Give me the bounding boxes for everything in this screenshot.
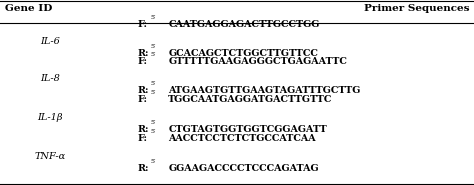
Text: GGAAGACCCCTCCCAGATAG: GGAAGACCCCTCCCAGATAG xyxy=(168,164,319,173)
Text: GCACAGCTCTGGCTTGTTCC: GCACAGCTCTGGCTTGTTCC xyxy=(168,49,318,58)
Text: GTTTTTGAAGAGGGCTGAGAATTC: GTTTTTGAAGAGGGCTGAGAATTC xyxy=(168,57,347,65)
Text: F:: F: xyxy=(137,95,147,104)
Text: 5′: 5′ xyxy=(150,129,155,134)
Text: 5′: 5′ xyxy=(150,120,155,125)
Text: IL-6: IL-6 xyxy=(40,37,60,46)
Text: Gene ID: Gene ID xyxy=(5,4,52,13)
Text: CTGTAGTGGTGGTCGGAGATT: CTGTAGTGGTGGTCGGAGATT xyxy=(168,125,327,134)
Text: R:: R: xyxy=(137,164,149,173)
Text: R:: R: xyxy=(137,125,149,134)
Text: 5′: 5′ xyxy=(150,90,155,95)
Text: 5′: 5′ xyxy=(150,14,155,20)
Text: CAATGAGGAGACTTGCCTGG: CAATGAGGAGACTTGCCTGG xyxy=(168,20,319,28)
Text: Primer Sequences: Primer Sequences xyxy=(364,4,469,13)
Text: R:: R: xyxy=(137,49,149,58)
Text: 5′: 5′ xyxy=(150,44,155,49)
Text: 5′: 5′ xyxy=(150,81,155,86)
Text: IL-8: IL-8 xyxy=(40,74,60,83)
Text: R:: R: xyxy=(137,86,149,95)
Text: ATGAAGTGTTGAAGTAGATTTGCTTG: ATGAAGTGTTGAAGTAGATTTGCTTG xyxy=(168,86,361,95)
Text: AACCTCCTCTCTGCCATCAA: AACCTCCTCTCTGCCATCAA xyxy=(168,134,316,143)
Text: IL-1β: IL-1β xyxy=(37,113,63,122)
Text: 5′: 5′ xyxy=(150,159,155,164)
Text: 5′: 5′ xyxy=(150,51,155,57)
Text: TGGCAATGAGGATGACTTGTTC: TGGCAATGAGGATGACTTGTTC xyxy=(168,95,333,104)
Text: TNF-α: TNF-α xyxy=(34,152,65,161)
Text: F:: F: xyxy=(137,20,147,28)
Text: F:: F: xyxy=(137,134,147,143)
Text: F:: F: xyxy=(137,57,147,65)
